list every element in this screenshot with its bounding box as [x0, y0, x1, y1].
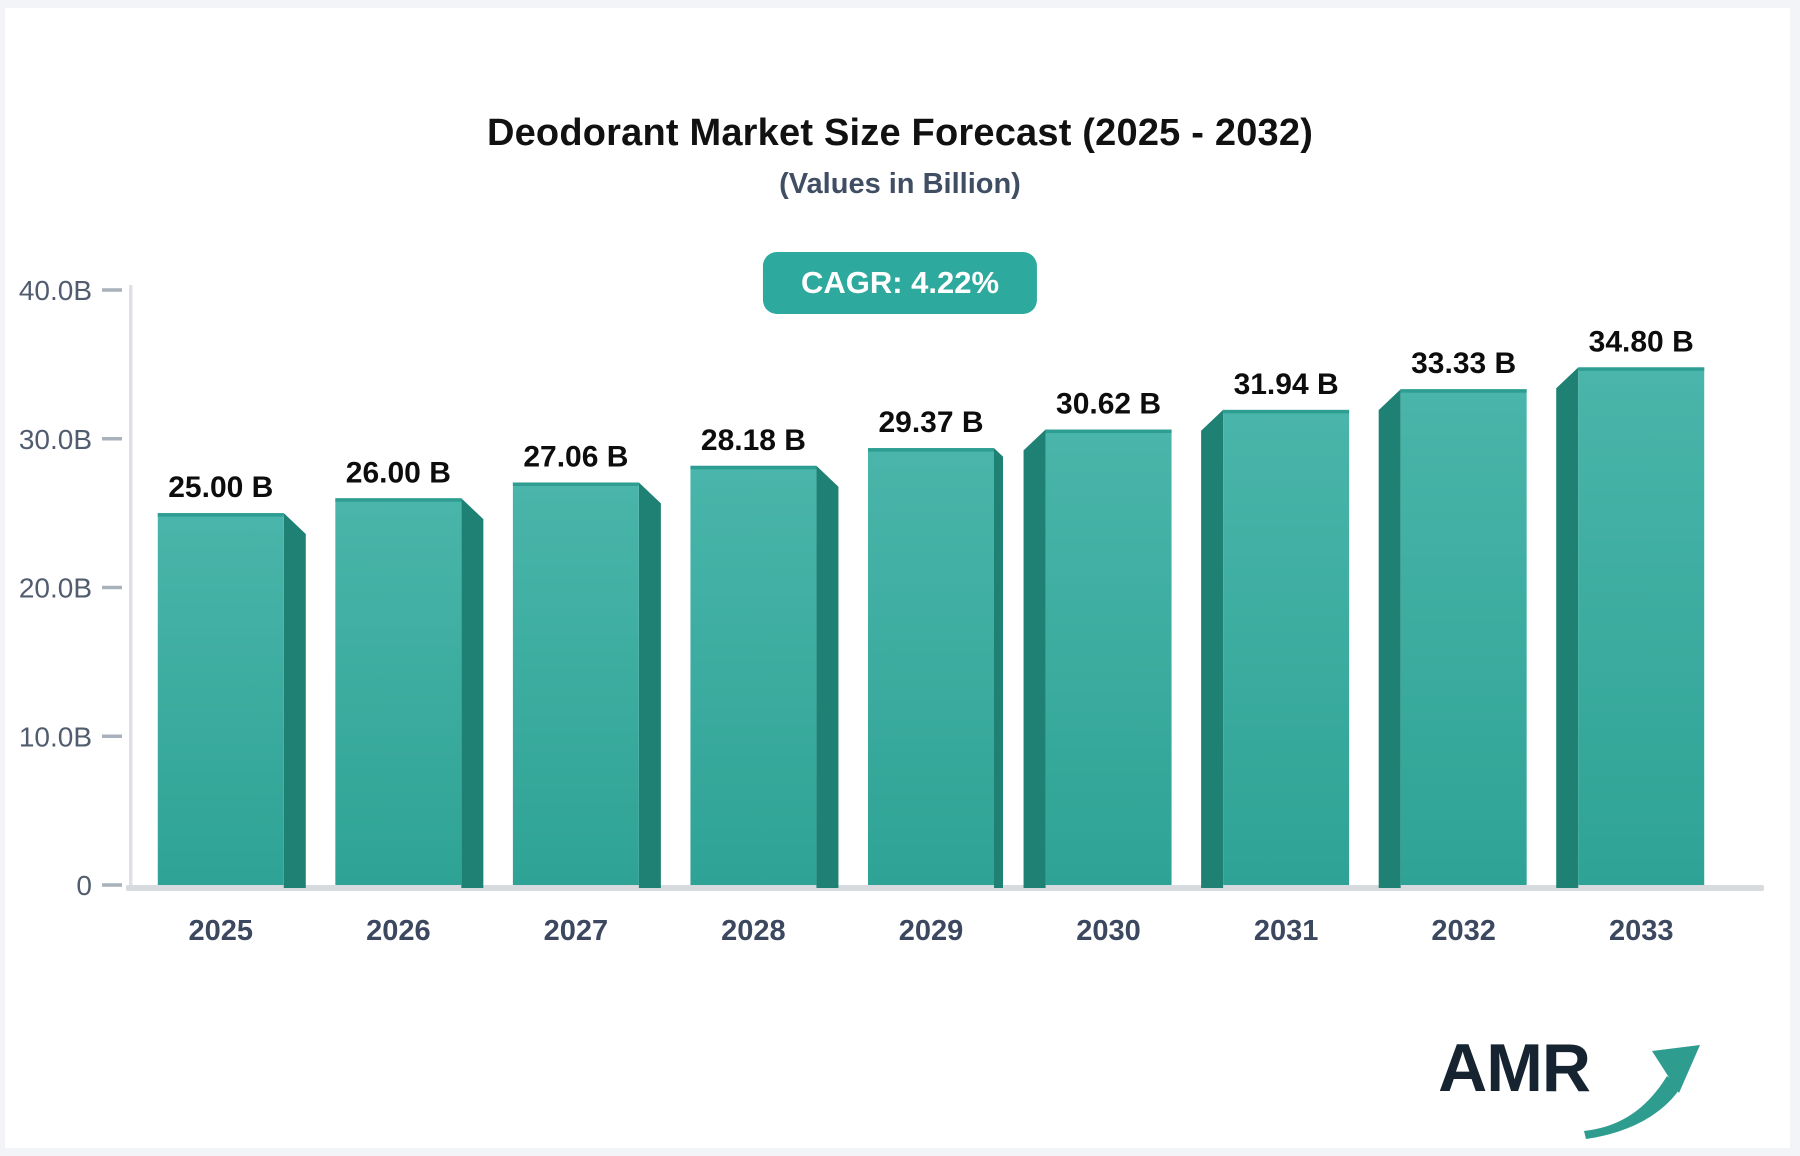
bar-value-label: 26.00 B	[346, 456, 451, 489]
x-axis-label: 2031	[1254, 915, 1319, 947]
bar-2028	[690, 465, 817, 885]
bar-top-edge	[1223, 409, 1350, 414]
background-strip-top	[0, 0, 1800, 8]
bar-value-label: 27.06 B	[523, 440, 628, 473]
y-axis-label: 40.0B	[19, 275, 92, 306]
bar-side-3d	[1556, 367, 1579, 889]
bar-value-label: 34.80 B	[1589, 325, 1694, 358]
bar-side-3d	[816, 465, 839, 888]
bar-value-label: 25.00 B	[168, 471, 273, 504]
background-strip-left	[0, 0, 5, 1156]
y-axis-label: 30.0B	[19, 424, 92, 455]
bar-top-edge	[868, 448, 994, 452]
y-axis-line	[129, 285, 133, 885]
bar-value-label: 33.33 B	[1411, 347, 1516, 380]
bar-2029	[868, 448, 994, 885]
growth-arrow-icon	[1584, 1045, 1700, 1139]
bar-side-3d	[994, 448, 1003, 888]
bar-side-3d	[1378, 389, 1401, 888]
bar-2033	[1578, 367, 1705, 886]
bar-top-edge	[335, 498, 462, 502]
bar-value-label: 28.18 B	[701, 424, 806, 457]
x-axis-label: 2028	[721, 915, 786, 947]
bar-2032	[1400, 389, 1527, 885]
bar-chart: 0 10.0B 20.0B 30.0B 40.0B 25.00 B 2025 26.00 B 2…	[19, 275, 1764, 947]
y-axis-label: 20.0B	[19, 573, 92, 604]
x-axis-line	[126, 885, 1764, 891]
bar-top-edge	[157, 513, 284, 517]
bar-value-label: 30.62 B	[1056, 388, 1161, 421]
x-axis-label: 2027	[544, 915, 609, 947]
x-axis-label: 2033	[1609, 915, 1674, 947]
bar-2027	[512, 482, 639, 885]
x-axis-label: 2030	[1076, 915, 1141, 947]
y-axis-label: 10.0B	[19, 721, 92, 752]
cagr-badge: CAGR: 4.22%	[762, 252, 1038, 314]
bar-top-edge	[1045, 429, 1172, 434]
logo-text: AMR	[1438, 1030, 1591, 1106]
bar-2031	[1223, 409, 1350, 885]
background-strip-bottom	[0, 1148, 1800, 1156]
bar-value-label: 29.37 B	[878, 406, 983, 439]
bar-value-label: 31.94 B	[1234, 368, 1339, 401]
x-axis-label: 2029	[899, 915, 964, 947]
bar-side-3d	[461, 498, 484, 888]
chart-subtitle: (Values in Billion)	[779, 168, 1021, 200]
bar-2026	[335, 498, 462, 885]
x-axis-label: 2032	[1431, 915, 1496, 947]
x-axis-label: 2025	[189, 915, 254, 947]
x-axis-label: 2026	[366, 915, 431, 947]
bar-top-edge	[1400, 389, 1527, 393]
bar-side-3d	[638, 482, 661, 888]
bar-side-3d	[283, 513, 306, 888]
background-strip-right	[1790, 0, 1800, 1156]
amr-logo: AMR	[1438, 1034, 1704, 1146]
bar-2030	[1045, 429, 1172, 885]
bar-top-edge	[690, 465, 817, 470]
bar-top-edge	[512, 482, 639, 486]
bar-side-3d	[1201, 409, 1224, 888]
bar-side-3d	[1023, 429, 1046, 888]
page-title: Deodorant Market Size Forecast (2025 - 2…	[486, 112, 1314, 154]
bar-2025	[157, 513, 284, 885]
y-axis-label: 0	[76, 870, 92, 901]
bar-top-edge	[1578, 367, 1705, 371]
